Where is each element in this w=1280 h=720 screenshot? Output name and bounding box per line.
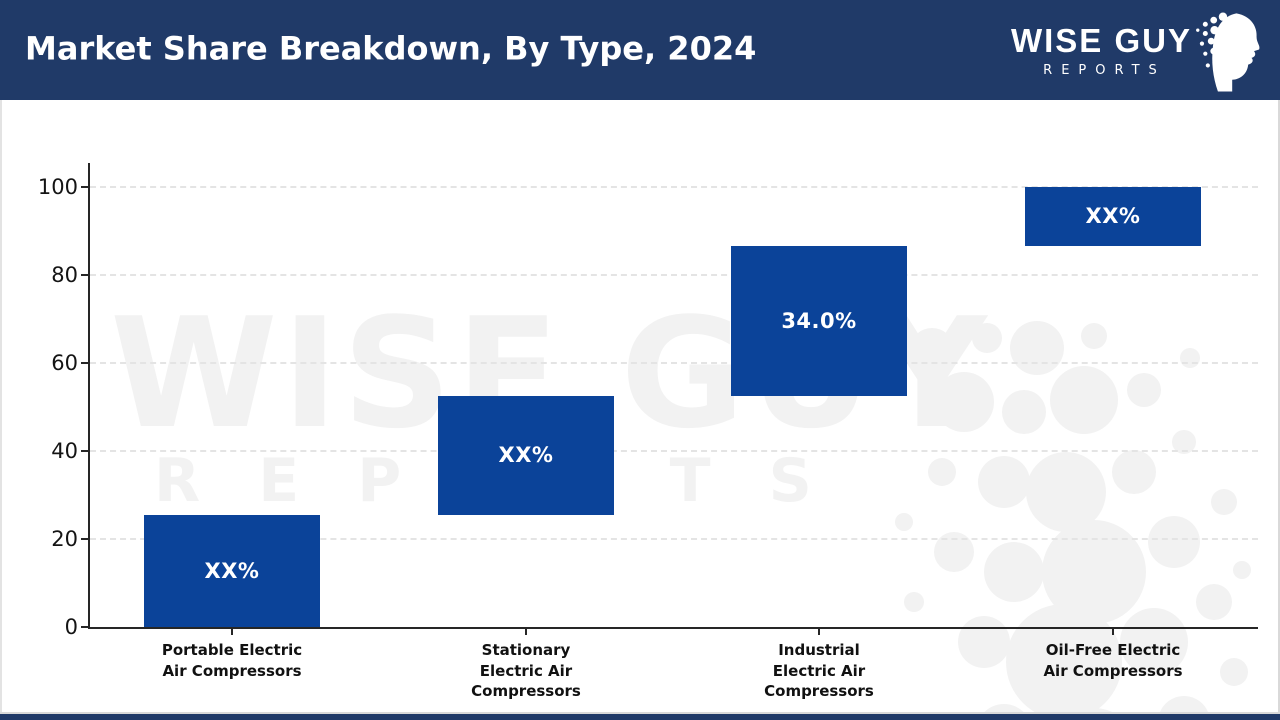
watermark-face-dots <box>895 321 1251 712</box>
logo-subtitle: REPORTS <box>1043 63 1166 78</box>
gridline <box>90 450 1258 452</box>
bar-value-label: 34.0% <box>781 308 857 333</box>
y-tick-mark <box>81 626 90 628</box>
wiseguy-logo: WISE GUY REPORTS <box>1011 8 1270 94</box>
logo-text-block: WISE GUY REPORTS <box>1011 22 1192 78</box>
bar-value-label: XX% <box>1085 204 1141 229</box>
y-axis <box>88 163 90 629</box>
bar-industrial: 34.0% <box>731 245 907 396</box>
x-category-label: Oil-Free Electric Air Compressors <box>1043 641 1183 680</box>
x-category-label: Industrial Electric Air Compressors <box>764 641 874 700</box>
x-tick-mark <box>231 629 233 635</box>
gridline <box>90 274 1258 276</box>
y-tick-label: 40 <box>51 439 78 463</box>
y-tick-mark <box>81 362 90 364</box>
y-tick-label: 100 <box>37 175 78 199</box>
y-tick-mark <box>81 538 90 540</box>
y-tick-mark <box>81 274 90 276</box>
wiseguy-face-icon <box>1196 12 1260 92</box>
x-tick-mark <box>818 629 820 635</box>
x-tick-mark <box>525 629 527 635</box>
bar-value-label: XX% <box>204 558 260 583</box>
y-tick-mark <box>81 450 90 452</box>
x-axis <box>88 627 1258 629</box>
y-tick-label: 60 <box>51 351 78 375</box>
bar-portable-electric: XX% <box>144 514 320 627</box>
x-tick-mark <box>1112 629 1114 635</box>
gridline <box>90 186 1258 188</box>
footer-bar <box>0 712 1280 720</box>
x-category-label: Portable Electric Air Compressors <box>161 641 303 680</box>
y-tick-label: 20 <box>51 527 78 551</box>
y-tick-mark <box>81 186 90 188</box>
page-title: Market Share Breakdown, By Type, 2024 <box>25 29 757 68</box>
y-tick-label: 80 <box>51 263 78 287</box>
logo-wordmark: WISE GUY <box>1010 22 1192 59</box>
gridline <box>90 362 1258 364</box>
plot: 0 20 40 60 80 100 XX% Portable Electric Air Com… <box>2 100 1278 712</box>
gridline <box>90 538 1258 540</box>
bar-oil-free-electric: XX% <box>1025 187 1201 246</box>
header-bar: Market Share Breakdown, By Type, 2024 WI… <box>0 0 1280 100</box>
bar-stationary: XX% <box>438 395 614 515</box>
y-tick-label: 0 <box>64 615 78 639</box>
x-category-label: Stationary Electric Air Compressors <box>471 641 581 700</box>
bar-value-label: XX% <box>498 443 554 468</box>
chart-area: WISE GUY REPORTS 020406080100XX%Portable… <box>0 100 1280 712</box>
